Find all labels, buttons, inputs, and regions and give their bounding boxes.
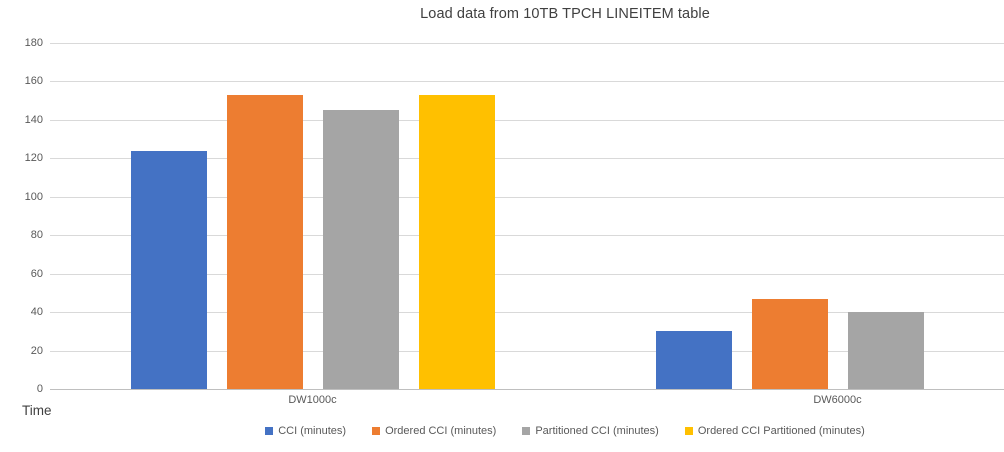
- gridline: [50, 43, 1004, 44]
- y-tick-label-180: 180: [24, 37, 43, 49]
- bar-dw6000c-cci: [655, 331, 732, 389]
- legend-item-ordered-cci: Ordered CCI (minutes): [372, 425, 496, 437]
- gridline: [50, 81, 1004, 83]
- chart-legend: CCI (minutes) Ordered CCI (minutes) Partit…: [50, 425, 1004, 437]
- bar-dw6000c-ordered-cci: [751, 298, 828, 389]
- legend-label: CCI (minutes): [278, 425, 347, 437]
- y-tick-label-20: 20: [30, 344, 43, 357]
- y-tick-label-140: 140: [24, 113, 43, 126]
- y-tick-label-160: 160: [24, 75, 43, 88]
- legend-swatch-icon: [522, 427, 531, 435]
- gridline: [50, 312, 1004, 314]
- legend-label: Ordered CCI Partitioned (minutes): [697, 425, 865, 437]
- y-axis-title: Time: [22, 403, 52, 418]
- x-category-label-dw1000c: DW1000c: [288, 394, 337, 406]
- bar-dw1000c-partitioned-cci: [322, 110, 399, 389]
- bar-dw1000c-cci: [130, 150, 207, 389]
- legend-swatch-icon: [372, 427, 381, 435]
- gridline: [50, 273, 1004, 275]
- legend-label: Partitioned CCI (minutes): [535, 425, 659, 437]
- x-axis-line: [50, 389, 1004, 390]
- gridline: [50, 196, 1004, 198]
- legend-swatch-icon: [265, 427, 274, 435]
- y-tick-label-0: 0: [36, 383, 43, 395]
- gridline: [50, 119, 1004, 121]
- y-tick-label-100: 100: [24, 190, 43, 203]
- y-tick-label-120: 120: [24, 152, 43, 165]
- chart-title: Load data from 10TB TPCH LINEITEM table: [420, 6, 710, 22]
- legend-item-cci: CCI (minutes): [265, 425, 346, 437]
- bar-dw1000c-ordered-cci: [226, 94, 303, 389]
- y-tick-label-80: 80: [30, 229, 43, 242]
- y-tick-label-60: 60: [30, 267, 43, 280]
- legend-item-ordered-cci-partitioned: Ordered CCI Partitioned (minutes): [684, 425, 865, 437]
- x-category-label-dw6000c: DW6000c: [813, 394, 862, 406]
- gridline: [50, 235, 1004, 237]
- gridline: [50, 158, 1004, 160]
- y-tick-label-40: 40: [30, 306, 43, 319]
- bar-dw1000c-ordered-cci-partitioned: [418, 94, 495, 389]
- bar-dw6000c-partitioned-cci: [847, 312, 924, 389]
- legend-swatch-icon: [684, 427, 693, 435]
- gridline: [50, 350, 1004, 352]
- legend-item-partitioned-cci: Partitioned CCI (minutes): [522, 425, 659, 437]
- legend-label: Ordered CCI (minutes): [385, 425, 497, 437]
